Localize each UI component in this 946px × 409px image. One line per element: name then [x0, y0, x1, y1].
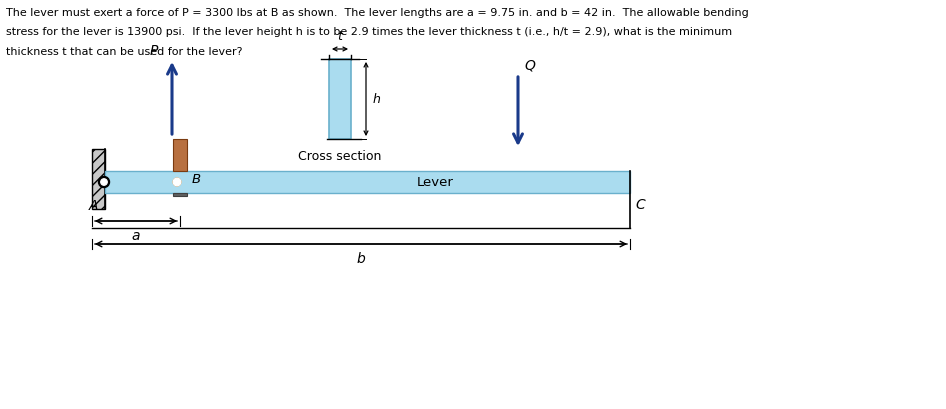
Bar — [173, 193, 187, 196]
Circle shape — [173, 179, 181, 187]
Bar — [173, 139, 187, 172]
Text: t: t — [338, 30, 342, 43]
Bar — [105, 172, 630, 193]
Text: Lever: Lever — [416, 176, 453, 189]
Circle shape — [98, 177, 110, 188]
Text: Q: Q — [524, 59, 534, 73]
Text: B: B — [192, 173, 201, 186]
Text: thickness t that can be used for the lever?: thickness t that can be used for the lev… — [6, 47, 242, 57]
Text: b: b — [357, 252, 365, 265]
Text: P: P — [149, 44, 158, 58]
Circle shape — [173, 179, 181, 187]
Circle shape — [101, 180, 107, 186]
Text: A: A — [89, 198, 98, 213]
Text: a: a — [131, 229, 140, 243]
Bar — [92, 150, 105, 209]
Text: h: h — [373, 93, 381, 106]
Bar — [329, 60, 351, 139]
Text: The lever must exert a force of P = 3300 lbs at B as shown.  The lever lengths a: The lever must exert a force of P = 3300… — [6, 8, 748, 18]
Text: C: C — [635, 198, 645, 211]
Text: Cross section: Cross section — [298, 150, 381, 163]
Text: stress for the lever is 13900 psi.  If the lever height h is to be 2.9 times the: stress for the lever is 13900 psi. If th… — [6, 27, 732, 37]
